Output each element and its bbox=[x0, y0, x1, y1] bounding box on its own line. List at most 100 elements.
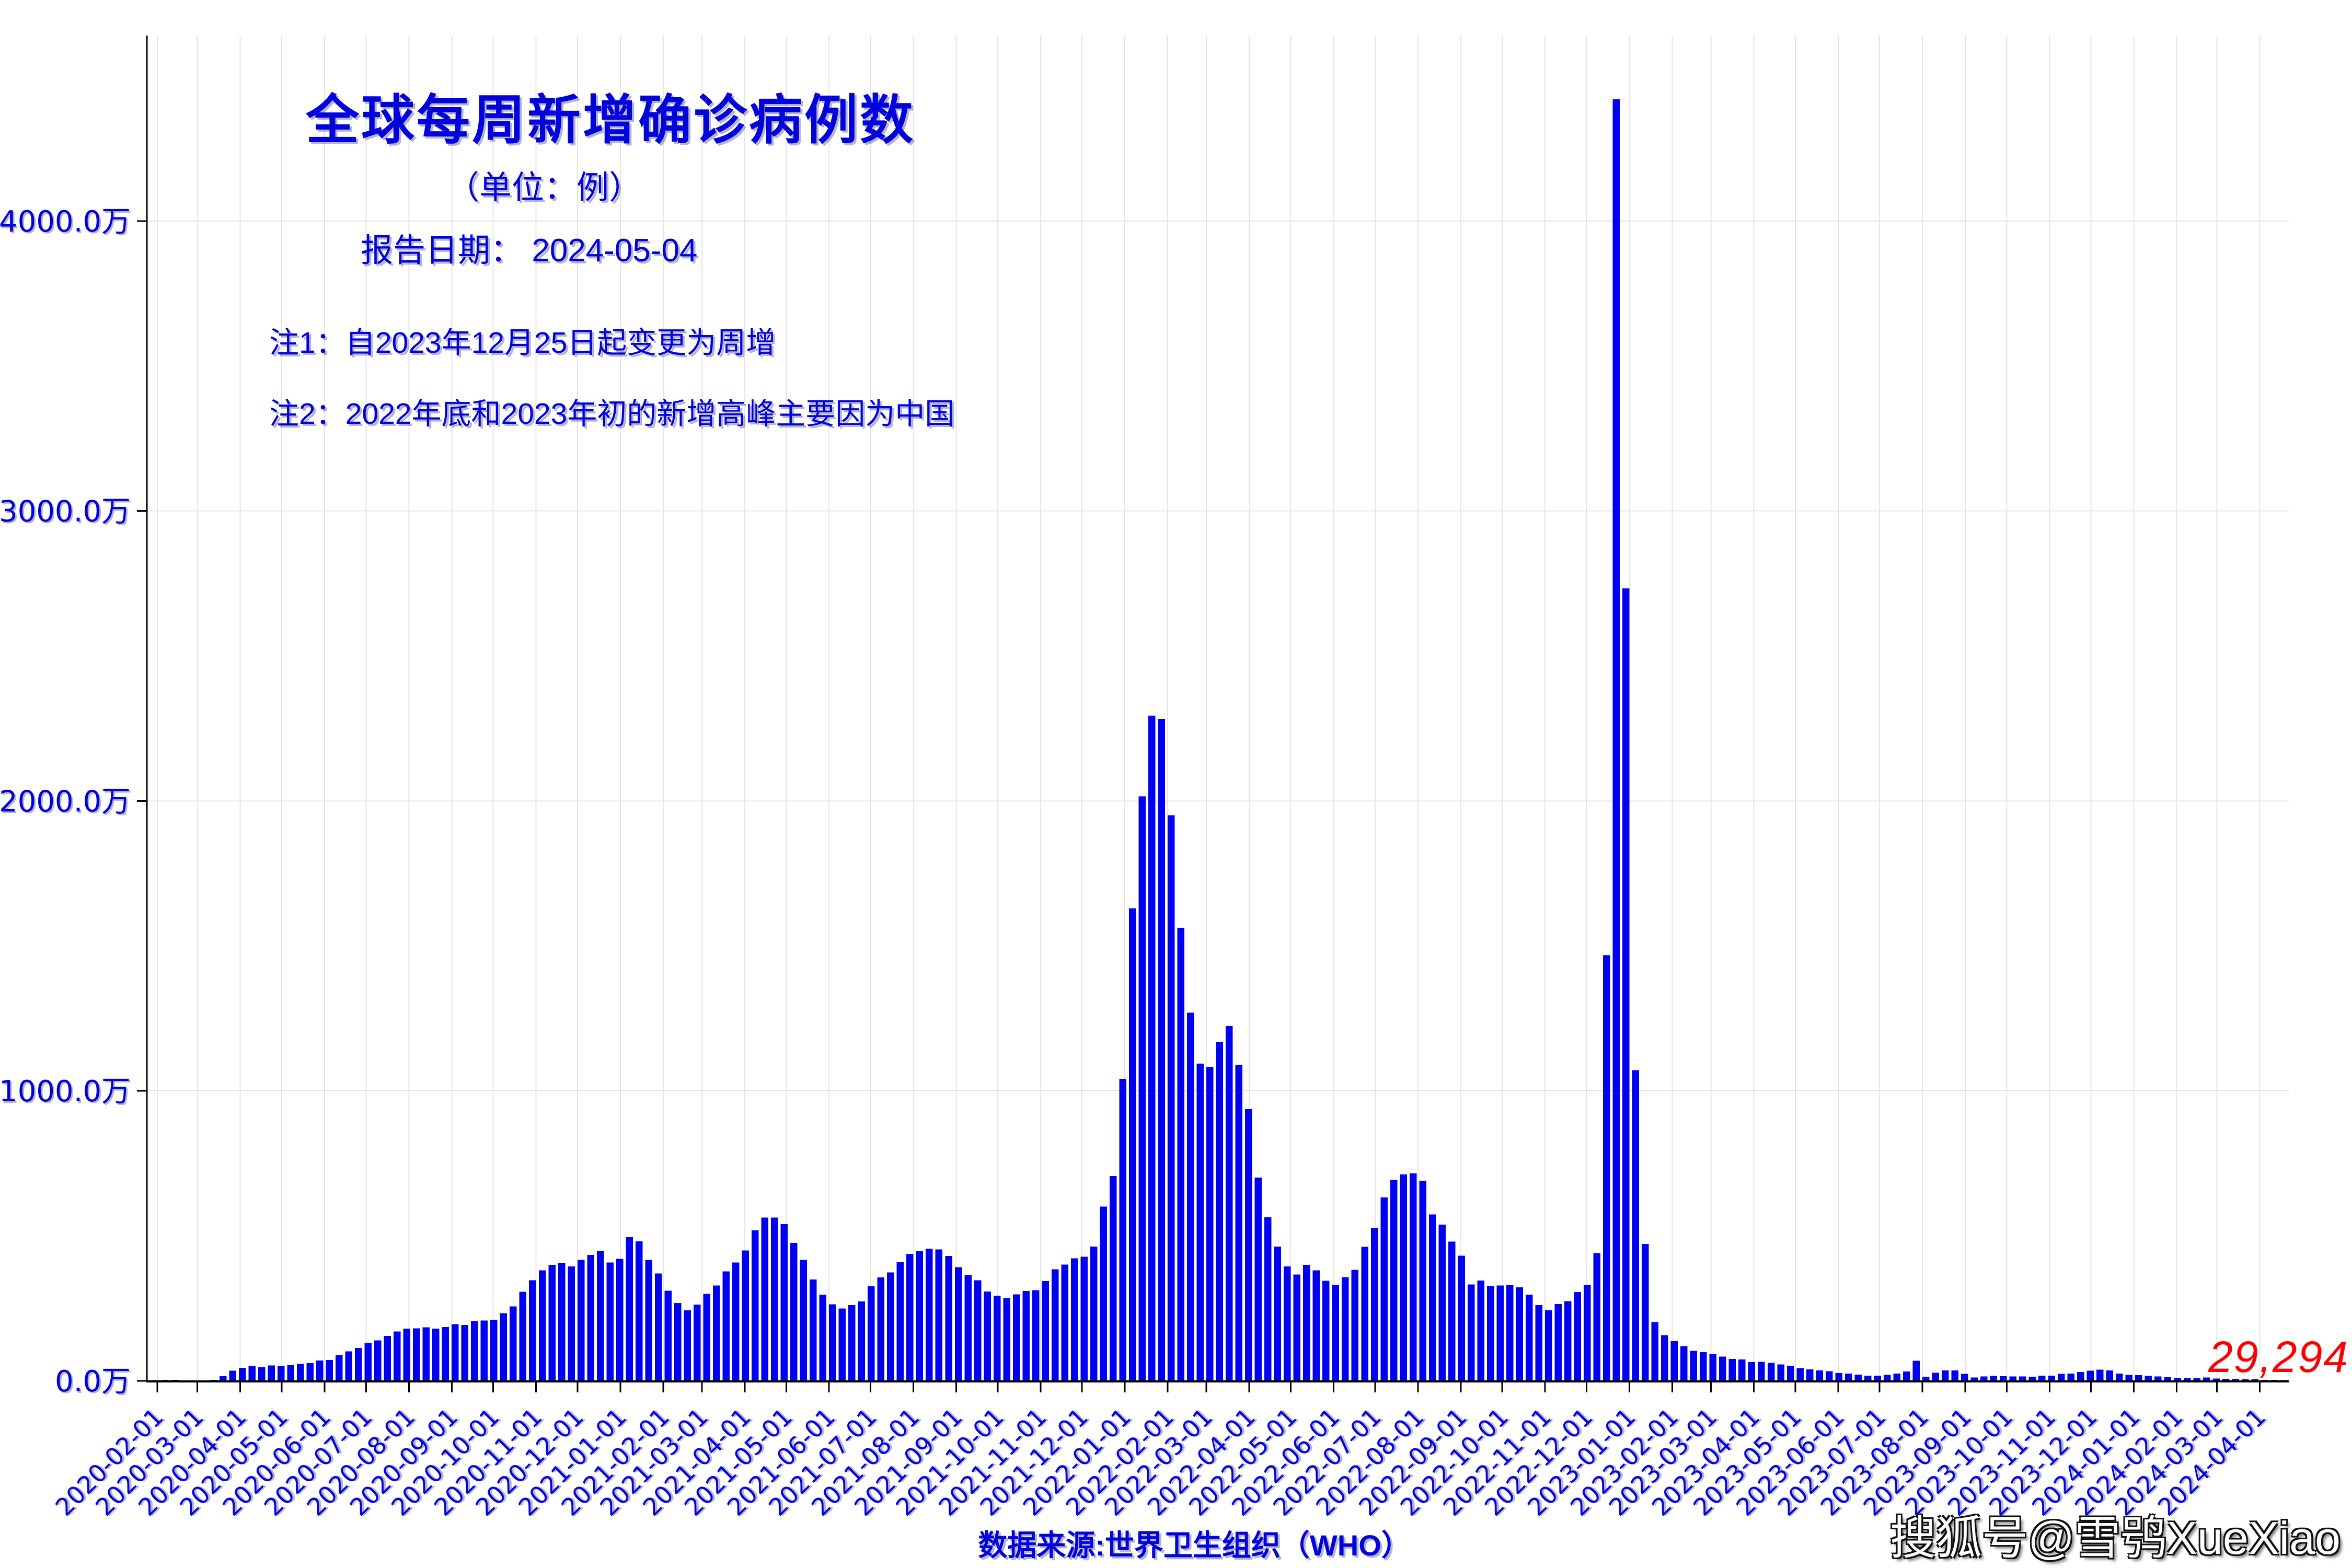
bar bbox=[868, 1286, 875, 1381]
bar bbox=[1680, 1346, 1688, 1381]
bar bbox=[616, 1259, 624, 1381]
bar bbox=[1719, 1356, 1726, 1381]
bar bbox=[1874, 1376, 1881, 1381]
bar bbox=[2000, 1376, 2007, 1381]
bar bbox=[1274, 1247, 1282, 1381]
y-axis-tick-label: 1000.0万 bbox=[0, 1075, 131, 1109]
bar bbox=[1912, 1361, 1920, 1381]
bar bbox=[1612, 99, 1620, 1381]
bar bbox=[974, 1280, 982, 1381]
bar bbox=[1109, 1175, 1117, 1381]
bar bbox=[1032, 1290, 1040, 1381]
bar bbox=[1767, 1363, 1775, 1381]
bar bbox=[596, 1250, 604, 1381]
bar bbox=[848, 1305, 856, 1381]
bar bbox=[1844, 1374, 1852, 1381]
bar bbox=[1854, 1374, 1862, 1381]
bar bbox=[2270, 1379, 2278, 1381]
bar bbox=[1012, 1294, 1020, 1381]
bar bbox=[1187, 1012, 1194, 1381]
bar bbox=[355, 1347, 362, 1381]
bar bbox=[2251, 1379, 2258, 1381]
bar bbox=[2222, 1379, 2230, 1381]
bar bbox=[480, 1320, 488, 1381]
bar bbox=[1603, 955, 1610, 1381]
bar bbox=[1303, 1265, 1310, 1381]
bar bbox=[374, 1340, 382, 1381]
bar bbox=[732, 1262, 740, 1381]
bar bbox=[1786, 1366, 1794, 1381]
bar bbox=[219, 1376, 227, 1381]
bar bbox=[587, 1255, 594, 1381]
bar bbox=[984, 1292, 991, 1381]
y-axis-tick-label: 0.0万 bbox=[55, 1365, 131, 1399]
bar bbox=[712, 1285, 720, 1381]
bar bbox=[1758, 1362, 1765, 1381]
bar bbox=[1516, 1287, 1523, 1381]
bar bbox=[1361, 1247, 1368, 1381]
bar bbox=[1738, 1359, 1746, 1381]
bar bbox=[1661, 1335, 1668, 1381]
bar bbox=[2086, 1370, 2094, 1381]
bar bbox=[1961, 1374, 1968, 1381]
bar bbox=[461, 1324, 469, 1381]
bar bbox=[1670, 1341, 1678, 1381]
bar bbox=[2232, 1379, 2239, 1381]
bar bbox=[2067, 1374, 2075, 1381]
bar bbox=[819, 1295, 827, 1381]
bar bbox=[1486, 1286, 1494, 1381]
bar bbox=[2193, 1378, 2200, 1381]
bar bbox=[2212, 1378, 2220, 1381]
bar bbox=[2145, 1376, 2152, 1381]
bar bbox=[1816, 1370, 1823, 1381]
bar bbox=[336, 1355, 343, 1381]
bar bbox=[258, 1367, 266, 1381]
bar bbox=[838, 1308, 846, 1381]
bar bbox=[316, 1361, 324, 1381]
bar bbox=[703, 1294, 710, 1381]
bar bbox=[1380, 1197, 1388, 1381]
bar bbox=[626, 1237, 633, 1381]
bar bbox=[1322, 1281, 1330, 1381]
bar bbox=[1690, 1351, 1698, 1381]
bar bbox=[1438, 1224, 1446, 1381]
bar bbox=[2125, 1375, 2133, 1381]
bar bbox=[693, 1305, 701, 1381]
bar bbox=[1883, 1375, 1891, 1381]
watermark: 搜狐号@雪鸮XueXiao bbox=[1889, 1512, 2341, 1564]
bar bbox=[1554, 1304, 1562, 1381]
bar bbox=[800, 1260, 808, 1381]
bar bbox=[1254, 1178, 1262, 1381]
bar bbox=[1544, 1310, 1552, 1381]
bar bbox=[1428, 1214, 1436, 1381]
note-2: 注2：2022年底和2023年初的新增高峰主要因为中国 bbox=[269, 397, 955, 431]
bar bbox=[1342, 1277, 1349, 1381]
bar bbox=[1177, 927, 1185, 1381]
bar bbox=[2009, 1376, 2017, 1381]
bar bbox=[664, 1290, 672, 1381]
bar bbox=[500, 1313, 508, 1381]
bar bbox=[916, 1251, 924, 1381]
bar bbox=[2154, 1376, 2162, 1381]
bar bbox=[1951, 1370, 1958, 1381]
bar bbox=[2183, 1378, 2191, 1381]
bar bbox=[645, 1260, 652, 1381]
bar bbox=[1022, 1291, 1030, 1381]
bar bbox=[248, 1366, 256, 1381]
bar bbox=[1196, 1064, 1204, 1381]
bar bbox=[548, 1265, 556, 1381]
note-1: 注1：自2023年12月25日起变更为周增 bbox=[269, 326, 776, 360]
bar bbox=[432, 1329, 440, 1381]
bar bbox=[1216, 1042, 1224, 1381]
bar bbox=[761, 1217, 769, 1381]
bar bbox=[394, 1331, 401, 1381]
bar bbox=[1293, 1274, 1301, 1381]
bar bbox=[752, 1230, 759, 1381]
bar bbox=[2106, 1370, 2114, 1381]
bar bbox=[452, 1324, 459, 1381]
bar bbox=[810, 1279, 817, 1381]
bar bbox=[1390, 1180, 1398, 1381]
bar bbox=[1100, 1206, 1107, 1381]
